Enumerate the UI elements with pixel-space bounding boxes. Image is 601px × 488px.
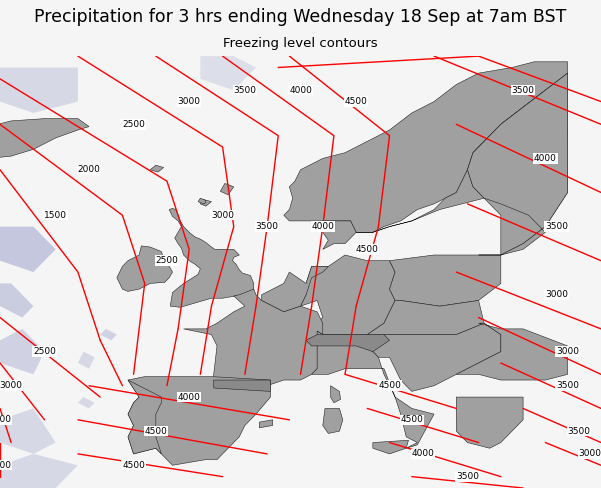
Text: 2500: 2500 bbox=[156, 256, 178, 265]
Text: 3500: 3500 bbox=[0, 415, 11, 424]
Text: 2500: 2500 bbox=[33, 347, 56, 356]
Polygon shape bbox=[456, 323, 567, 380]
Text: 3500: 3500 bbox=[0, 461, 11, 470]
Polygon shape bbox=[367, 301, 484, 335]
Polygon shape bbox=[323, 221, 356, 249]
Text: 4500: 4500 bbox=[356, 245, 379, 254]
Text: 4000: 4000 bbox=[412, 449, 435, 458]
Polygon shape bbox=[456, 397, 523, 448]
Text: Precipitation for 3 hrs ending Wednesday 18 Sep at 7am BST: Precipitation for 3 hrs ending Wednesday… bbox=[34, 8, 567, 26]
Polygon shape bbox=[284, 62, 567, 232]
Text: 3500: 3500 bbox=[567, 427, 590, 436]
Polygon shape bbox=[373, 323, 501, 391]
Polygon shape bbox=[78, 352, 94, 368]
Text: 3500: 3500 bbox=[456, 472, 479, 481]
Text: 4000: 4000 bbox=[311, 222, 334, 231]
Polygon shape bbox=[184, 289, 323, 386]
Polygon shape bbox=[0, 119, 89, 159]
Text: 4000: 4000 bbox=[289, 86, 312, 95]
Text: 3500: 3500 bbox=[233, 86, 257, 95]
Text: 3000: 3000 bbox=[211, 211, 234, 220]
Polygon shape bbox=[0, 329, 44, 374]
Polygon shape bbox=[198, 198, 206, 204]
Polygon shape bbox=[0, 408, 56, 454]
Polygon shape bbox=[323, 408, 343, 433]
Polygon shape bbox=[0, 454, 78, 488]
Polygon shape bbox=[200, 56, 256, 90]
Text: Freezing level contours: Freezing level contours bbox=[223, 37, 378, 50]
Polygon shape bbox=[0, 67, 78, 113]
Text: 3500: 3500 bbox=[255, 222, 279, 231]
Polygon shape bbox=[356, 73, 567, 232]
Polygon shape bbox=[259, 420, 273, 428]
Polygon shape bbox=[78, 397, 94, 408]
Polygon shape bbox=[331, 386, 341, 403]
Text: 1500: 1500 bbox=[44, 211, 67, 220]
Polygon shape bbox=[200, 199, 212, 206]
Text: 4500: 4500 bbox=[144, 427, 167, 436]
Polygon shape bbox=[468, 90, 567, 255]
Polygon shape bbox=[221, 183, 234, 195]
Polygon shape bbox=[300, 255, 395, 335]
Polygon shape bbox=[468, 73, 567, 255]
Polygon shape bbox=[261, 266, 328, 312]
Text: 2000: 2000 bbox=[78, 165, 100, 174]
Text: 3500: 3500 bbox=[556, 381, 579, 390]
Polygon shape bbox=[169, 208, 254, 307]
Polygon shape bbox=[389, 255, 501, 306]
Text: 2500: 2500 bbox=[122, 120, 145, 129]
Polygon shape bbox=[214, 380, 270, 391]
Text: 3500: 3500 bbox=[545, 222, 568, 231]
Polygon shape bbox=[150, 165, 163, 172]
Text: 3000: 3000 bbox=[578, 449, 601, 458]
Polygon shape bbox=[0, 284, 34, 318]
Polygon shape bbox=[373, 440, 409, 454]
Polygon shape bbox=[100, 329, 117, 340]
Text: 4500: 4500 bbox=[400, 415, 423, 424]
Text: 4500: 4500 bbox=[378, 381, 401, 390]
Polygon shape bbox=[312, 331, 434, 448]
Text: 3000: 3000 bbox=[545, 290, 568, 299]
Text: 4000: 4000 bbox=[534, 154, 557, 163]
Text: 3000: 3000 bbox=[178, 97, 201, 106]
Text: 3500: 3500 bbox=[511, 86, 535, 95]
Polygon shape bbox=[306, 335, 389, 352]
Polygon shape bbox=[0, 226, 56, 272]
Polygon shape bbox=[117, 246, 172, 291]
Text: 3000: 3000 bbox=[0, 381, 23, 390]
Text: 3000: 3000 bbox=[556, 347, 579, 356]
Text: 4000: 4000 bbox=[178, 392, 201, 402]
Polygon shape bbox=[128, 377, 270, 465]
Text: 4500: 4500 bbox=[345, 97, 368, 106]
Text: 4500: 4500 bbox=[122, 461, 145, 470]
Polygon shape bbox=[128, 380, 162, 454]
